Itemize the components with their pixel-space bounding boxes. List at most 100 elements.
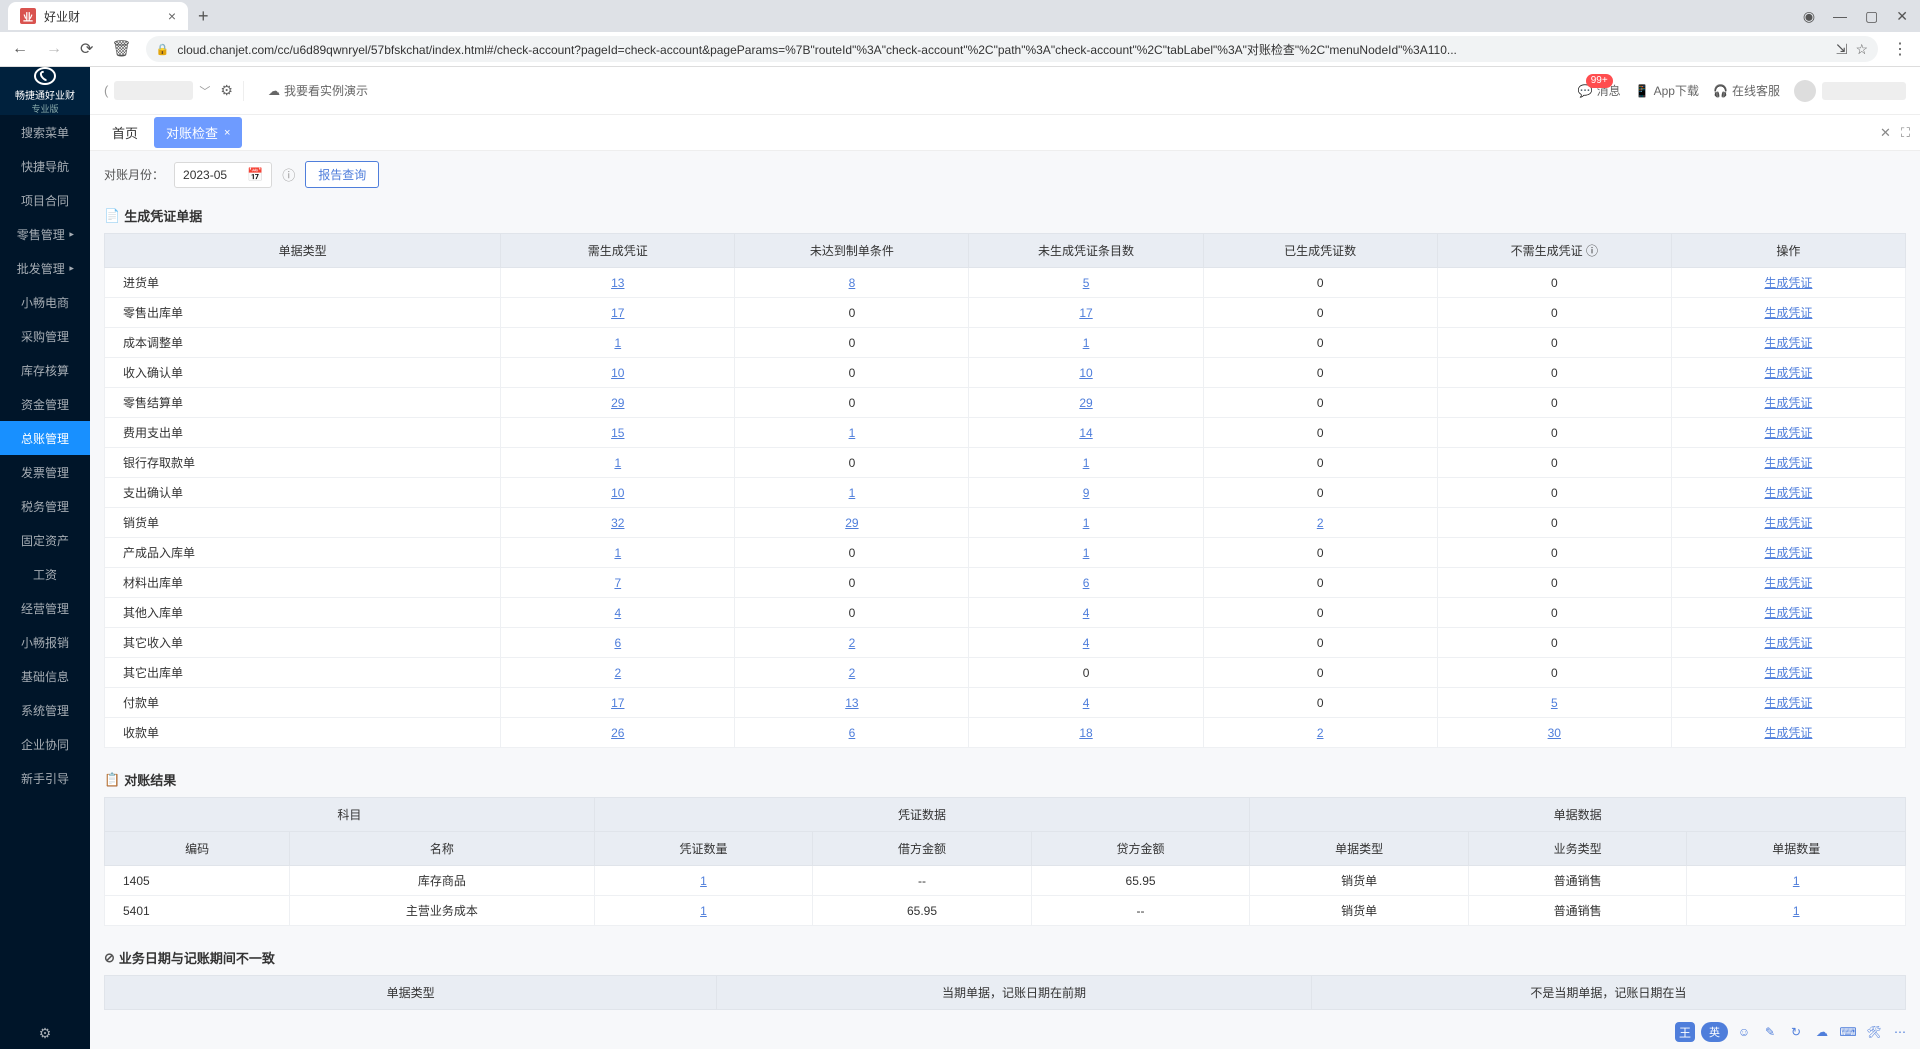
ungen-link[interactable]: 5: [1083, 276, 1090, 290]
nocond-link[interactable]: 2: [849, 636, 856, 650]
ime-cloud-icon[interactable]: ☁: [1812, 1022, 1832, 1042]
content-scroll[interactable]: 📄 生成凭证单据 单据类型需生成凭证未达到制单条件未生成凭证条目数已生成凭证数不…: [90, 198, 1920, 1049]
ungen-link[interactable]: 17: [1079, 306, 1092, 320]
generate-voucher-link[interactable]: 生成凭证: [1764, 396, 1812, 410]
ungen-link[interactable]: 6: [1083, 576, 1090, 590]
sidebar-item[interactable]: 新手引导: [0, 761, 90, 795]
generate-voucher-link[interactable]: 生成凭证: [1764, 606, 1812, 620]
generate-voucher-link[interactable]: 生成凭证: [1764, 636, 1812, 650]
reload-icon[interactable]: ⟳: [76, 39, 97, 59]
ime-more-icon[interactable]: ⋯: [1890, 1022, 1910, 1042]
sidebar-item[interactable]: 固定资产: [0, 523, 90, 557]
generate-voucher-link[interactable]: 生成凭证: [1764, 576, 1812, 590]
ime-tool-icon[interactable]: 🛠: [1864, 1022, 1884, 1042]
generate-voucher-link[interactable]: 生成凭证: [1764, 366, 1812, 380]
help-icon[interactable]: ⓘ: [282, 165, 295, 184]
nocond-link[interactable]: 1: [849, 426, 856, 440]
ime-edit-icon[interactable]: ✎: [1760, 1022, 1780, 1042]
need-link[interactable]: 32: [611, 516, 624, 530]
nocond-link[interactable]: 1: [849, 486, 856, 500]
generate-voucher-link[interactable]: 生成凭证: [1764, 546, 1812, 560]
ungen-link[interactable]: 10: [1079, 366, 1092, 380]
sidebar-item[interactable]: 基础信息: [0, 659, 90, 693]
need-link[interactable]: 17: [611, 306, 624, 320]
nocond-link[interactable]: 8: [849, 276, 856, 290]
org-selector[interactable]: ( hidden ﹀: [104, 81, 210, 100]
need-link[interactable]: 26: [611, 726, 624, 740]
ungen-link[interactable]: 4: [1083, 696, 1090, 710]
sidebar-item[interactable]: 总账管理: [0, 421, 90, 455]
need-link[interactable]: 7: [614, 576, 621, 590]
install-icon[interactable]: ⇲: [1836, 41, 1848, 58]
nocond-link[interactable]: 13: [845, 696, 858, 710]
sidebar-item[interactable]: 企业协同: [0, 727, 90, 761]
sidebar-item[interactable]: 零售管理: [0, 217, 90, 251]
sidebar-item[interactable]: 工资: [0, 557, 90, 591]
need-link[interactable]: 17: [611, 696, 624, 710]
app-download-button[interactable]: 📱 App下载: [1635, 82, 1699, 99]
need-link[interactable]: 15: [611, 426, 624, 440]
need-link[interactable]: 10: [611, 366, 624, 380]
ime-keyboard-icon[interactable]: ⌨: [1838, 1022, 1858, 1042]
generate-voucher-link[interactable]: 生成凭证: [1764, 336, 1812, 350]
need-link[interactable]: 2: [614, 666, 621, 680]
tab-close-icon[interactable]: ×: [224, 127, 230, 139]
gen-link[interactable]: 2: [1317, 516, 1324, 530]
logo[interactable]: 畅捷通好业财 专业版: [0, 67, 90, 115]
sidebar-item[interactable]: 系统管理: [0, 693, 90, 727]
generate-voucher-link[interactable]: 生成凭证: [1764, 516, 1812, 530]
generate-voucher-link[interactable]: 生成凭证: [1764, 726, 1812, 740]
account-icon[interactable]: ◉: [1803, 8, 1815, 25]
need-link[interactable]: 4: [614, 606, 621, 620]
back-icon[interactable]: ←: [8, 40, 32, 58]
noneed-link[interactable]: 30: [1548, 726, 1561, 740]
sidebar-item[interactable]: 小畅电商: [0, 285, 90, 319]
url-input[interactable]: 🔒 cloud.chanjet.com/cc/u6d89qwnryel/57bf…: [146, 36, 1878, 62]
new-tab-button[interactable]: +: [188, 6, 219, 27]
trash-icon[interactable]: 🗑: [107, 39, 135, 59]
service-button[interactable]: 🎧 在线客服: [1713, 82, 1780, 99]
maximize-icon[interactable]: ▢: [1865, 8, 1878, 25]
ime-smile-icon[interactable]: ☺: [1734, 1022, 1754, 1042]
sidebar-item[interactable]: 经营管理: [0, 591, 90, 625]
vcount-link[interactable]: 1: [700, 904, 707, 918]
need-link[interactable]: 29: [611, 396, 624, 410]
query-button[interactable]: 报告查询: [305, 161, 379, 188]
messages-button[interactable]: 💬 消息 99+: [1578, 82, 1621, 99]
minimize-icon[interactable]: —: [1833, 8, 1847, 25]
ime-logo-icon[interactable]: 王: [1675, 1022, 1695, 1042]
forward-icon[interactable]: →: [42, 40, 66, 58]
nocond-link[interactable]: 6: [849, 726, 856, 740]
ungen-link[interactable]: 9: [1083, 486, 1090, 500]
ungen-link[interactable]: 1: [1083, 516, 1090, 530]
need-link[interactable]: 1: [614, 546, 621, 560]
tab-check-account[interactable]: 对账检查 ×: [154, 117, 242, 148]
generate-voucher-link[interactable]: 生成凭证: [1764, 696, 1812, 710]
ime-lang[interactable]: 英: [1701, 1022, 1728, 1042]
ungen-link[interactable]: 18: [1079, 726, 1092, 740]
sidebar-item[interactable]: 资金管理: [0, 387, 90, 421]
nocond-link[interactable]: 2: [849, 666, 856, 680]
need-link[interactable]: 1: [614, 336, 621, 350]
sidebar-item[interactable]: 快捷导航: [0, 149, 90, 183]
fullscreen-icon[interactable]: ⛶: [1901, 125, 1910, 141]
ungen-link[interactable]: 1: [1083, 336, 1090, 350]
generate-voucher-link[interactable]: 生成凭证: [1764, 486, 1812, 500]
sidebar-item[interactable]: 采购管理: [0, 319, 90, 353]
user-menu[interactable]: hidden: [1794, 80, 1906, 102]
tab-home[interactable]: 首页: [100, 117, 150, 148]
need-link[interactable]: 6: [614, 636, 621, 650]
ungen-link[interactable]: 14: [1079, 426, 1092, 440]
gen-link[interactable]: 2: [1317, 726, 1324, 740]
nocond-link[interactable]: 29: [845, 516, 858, 530]
demo-link[interactable]: ☁ 我要看实例演示: [268, 82, 368, 99]
doccount-link[interactable]: 1: [1793, 874, 1800, 888]
ungen-link[interactable]: 4: [1083, 636, 1090, 650]
sidebar-item[interactable]: 发票管理: [0, 455, 90, 489]
sidebar-item[interactable]: 税务管理: [0, 489, 90, 523]
sidebar-item[interactable]: 小畅报销: [0, 625, 90, 659]
close-all-tabs-icon[interactable]: ✕: [1880, 125, 1891, 141]
need-link[interactable]: 1: [614, 456, 621, 470]
doccount-link[interactable]: 1: [1793, 904, 1800, 918]
tab-close-icon[interactable]: ×: [168, 8, 176, 24]
